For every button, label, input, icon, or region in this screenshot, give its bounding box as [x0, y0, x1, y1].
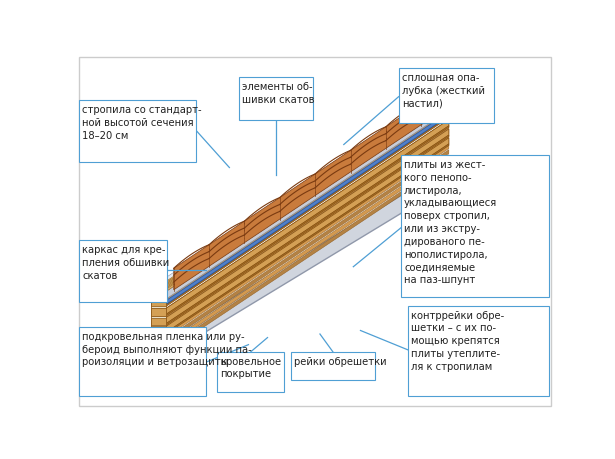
Text: сплошная опа-
лубка (жесткий
настил): сплошная опа- лубка (жесткий настил)	[402, 73, 485, 109]
Bar	[79, 101, 196, 163]
Text: элементы об-
шивки скатов: элементы об- шивки скатов	[242, 82, 314, 105]
Polygon shape	[151, 269, 166, 290]
Polygon shape	[245, 215, 260, 240]
Polygon shape	[166, 139, 449, 333]
Polygon shape	[197, 246, 213, 271]
Polygon shape	[166, 140, 449, 332]
Polygon shape	[276, 194, 292, 218]
Polygon shape	[166, 130, 449, 323]
Polygon shape	[166, 95, 449, 285]
Polygon shape	[166, 101, 449, 292]
Polygon shape	[166, 94, 449, 284]
Polygon shape	[418, 100, 433, 124]
Polygon shape	[166, 127, 449, 316]
Polygon shape	[151, 318, 166, 325]
Polygon shape	[323, 163, 339, 187]
Polygon shape	[151, 308, 166, 316]
Polygon shape	[151, 299, 166, 307]
Polygon shape	[370, 131, 386, 156]
Polygon shape	[166, 129, 449, 324]
Text: контррейки обре-
шетки – с их по-
мощью крепятся
плиты утеплите-
ля к стропилам: контррейки обре- шетки – с их по- мощью …	[411, 310, 504, 371]
Text: рейки обрешетки: рейки обрешетки	[295, 356, 387, 366]
Polygon shape	[433, 90, 449, 114]
Text: кровельное
покрытие: кровельное покрытие	[221, 356, 282, 379]
Polygon shape	[151, 327, 166, 334]
Bar	[292, 352, 375, 380]
Polygon shape	[308, 174, 323, 198]
Polygon shape	[166, 120, 449, 315]
Polygon shape	[339, 152, 355, 177]
Polygon shape	[166, 117, 449, 307]
Polygon shape	[166, 99, 449, 289]
Polygon shape	[151, 305, 166, 336]
Polygon shape	[166, 145, 449, 334]
Polygon shape	[166, 125, 449, 318]
Polygon shape	[151, 292, 166, 301]
Bar	[408, 306, 549, 396]
Polygon shape	[166, 96, 449, 287]
Polygon shape	[166, 97, 449, 288]
Polygon shape	[260, 205, 276, 229]
Polygon shape	[151, 336, 166, 351]
Polygon shape	[166, 120, 449, 313]
Bar	[79, 327, 205, 396]
Bar	[218, 352, 284, 392]
Polygon shape	[166, 135, 449, 327]
Bar	[399, 69, 494, 124]
Polygon shape	[213, 236, 229, 260]
Polygon shape	[166, 113, 449, 305]
Polygon shape	[166, 160, 449, 353]
Polygon shape	[166, 268, 181, 292]
Polygon shape	[166, 136, 449, 325]
Polygon shape	[402, 111, 418, 135]
Polygon shape	[166, 111, 449, 305]
Text: каркас для кре-
пления обшивки
скатов: каркас для кре- пления обшивки скатов	[82, 245, 170, 280]
Polygon shape	[166, 155, 449, 347]
Text: стропила со стандарт-
ной высотой сечения
18–20 см: стропила со стандарт- ной высотой сечени…	[82, 105, 202, 140]
Polygon shape	[166, 103, 449, 299]
Polygon shape	[292, 184, 308, 208]
Polygon shape	[229, 226, 245, 250]
Bar	[239, 78, 313, 120]
Polygon shape	[166, 146, 449, 337]
Polygon shape	[166, 100, 449, 291]
Polygon shape	[386, 121, 402, 146]
Text: подкровельная пленка или ру-
бероид выполняют функции па-
роизоляции и ветрозащи: подкровельная пленка или ру- бероид выпо…	[82, 331, 252, 367]
Bar	[79, 241, 167, 302]
Polygon shape	[158, 172, 445, 358]
Polygon shape	[166, 151, 449, 342]
Polygon shape	[181, 257, 197, 281]
Polygon shape	[151, 301, 166, 305]
Bar	[401, 156, 549, 297]
Text: плиты из жест-
кого пенопо-
листирола,
укладывающиеся
поверх стропил,
или из экс: плиты из жест- кого пенопо- листирола, у…	[404, 160, 498, 285]
Polygon shape	[355, 142, 370, 166]
Polygon shape	[174, 80, 456, 290]
